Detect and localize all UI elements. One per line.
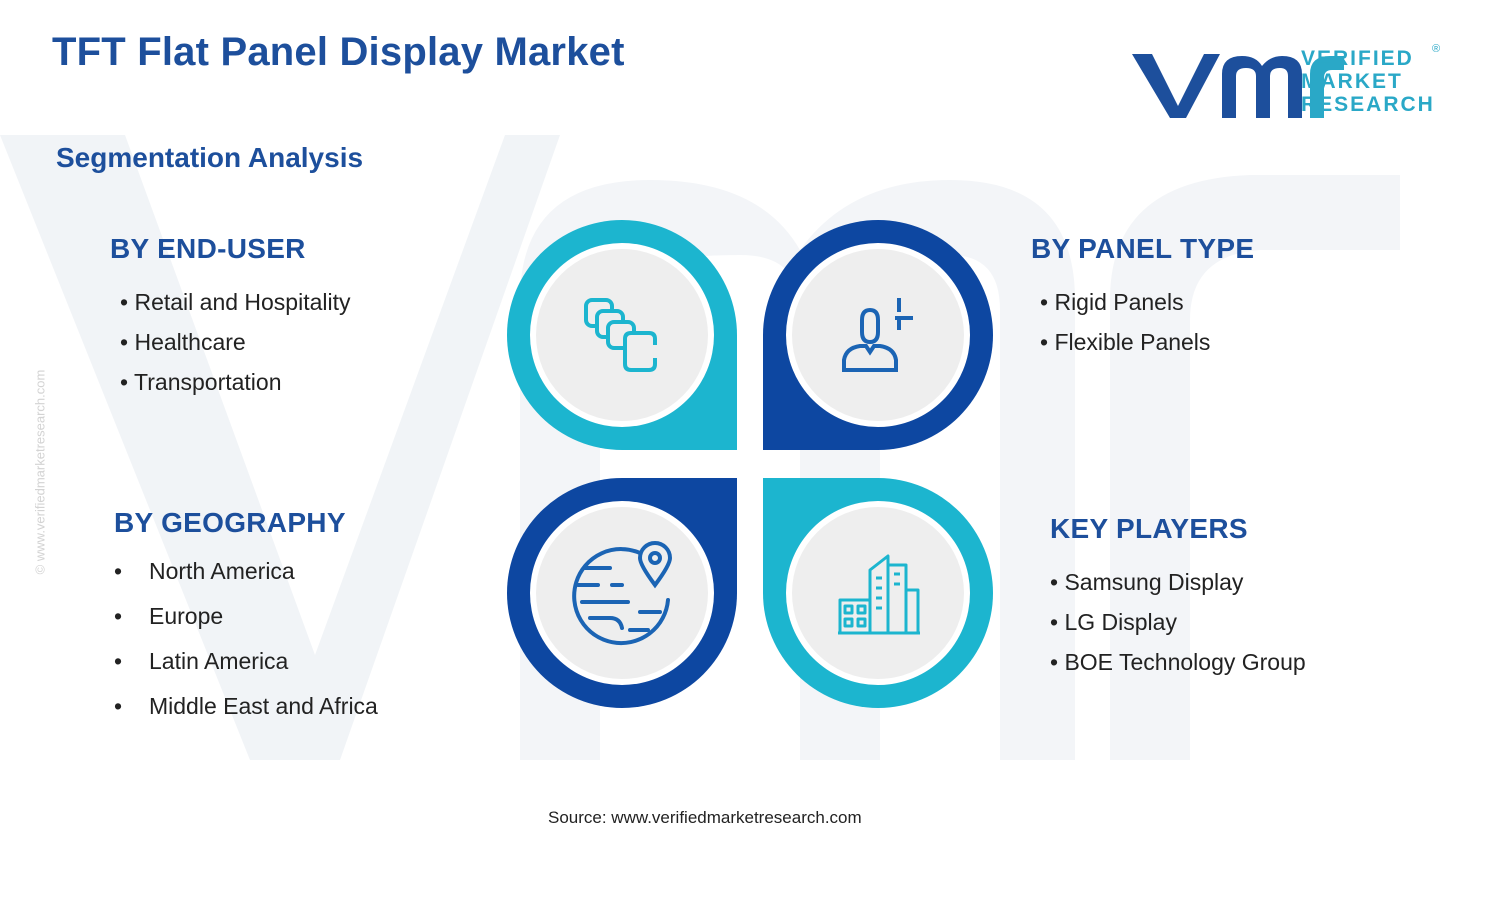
- quadrant-key-players: [763, 478, 993, 708]
- registered-mark: ®: [1432, 43, 1441, 55]
- logo-wordmark: VERIFIED MARKET RESEARCH: [1301, 47, 1435, 116]
- list-item: • Flexible Panels: [1040, 329, 1211, 355]
- segment-title-panel-type: BY PANEL TYPE: [1031, 233, 1255, 264]
- quadrant-geography: [507, 478, 737, 708]
- list-item: • North America: [114, 558, 295, 584]
- logo-line-research: RESEARCH: [1301, 93, 1435, 116]
- segment-title-end-user: BY END-USER: [110, 233, 306, 264]
- city-buildings-icon: [838, 554, 920, 635]
- list-item: • Middle East and Africa: [114, 693, 378, 719]
- segment-title-geography: BY GEOGRAPHY: [114, 507, 346, 538]
- page-subtitle: Segmentation Analysis: [56, 142, 364, 173]
- list-item: • Latin America: [114, 648, 289, 674]
- list-item: • Samsung Display: [1050, 569, 1244, 595]
- segment-list-panel-type: • Rigid Panels • Flexible Panels: [1040, 282, 1210, 362]
- list-item: • Retail and Hospitality: [120, 289, 351, 315]
- segment-list-end-user: • Retail and Hospitality • Healthcare • …: [120, 282, 351, 402]
- segment-title-key-players: KEY PLAYERS: [1050, 513, 1248, 544]
- user-cursor-icon: [842, 298, 913, 372]
- source-note: Source: www.verifiedmarketresearch.com: [548, 808, 862, 827]
- stacked-squares-icon: [584, 298, 657, 372]
- list-item: • BOE Technology Group: [1050, 649, 1306, 675]
- list-item: • Rigid Panels: [1040, 289, 1184, 315]
- quadrant-end-user: [507, 220, 737, 450]
- list-item: • Transportation: [120, 369, 282, 395]
- vmr-logo: [1132, 54, 1344, 118]
- segment-list-geography: • North America • Europe • Latin America • M…: [114, 549, 378, 729]
- segment-list-key-players: • Samsung Display • LG Display • BOE Tec…: [1050, 562, 1306, 682]
- logo-line-market: MARKET: [1301, 70, 1403, 93]
- logo-line-verified: VERIFIED: [1301, 47, 1414, 70]
- quadrant-panel-type: [763, 220, 993, 450]
- list-item: • Europe: [114, 603, 224, 629]
- list-item: • LG Display: [1050, 609, 1177, 635]
- list-item: • Healthcare: [120, 329, 246, 355]
- globe-location-icon: [572, 541, 673, 646]
- page-title: TFT Flat Panel Display Market: [52, 30, 625, 74]
